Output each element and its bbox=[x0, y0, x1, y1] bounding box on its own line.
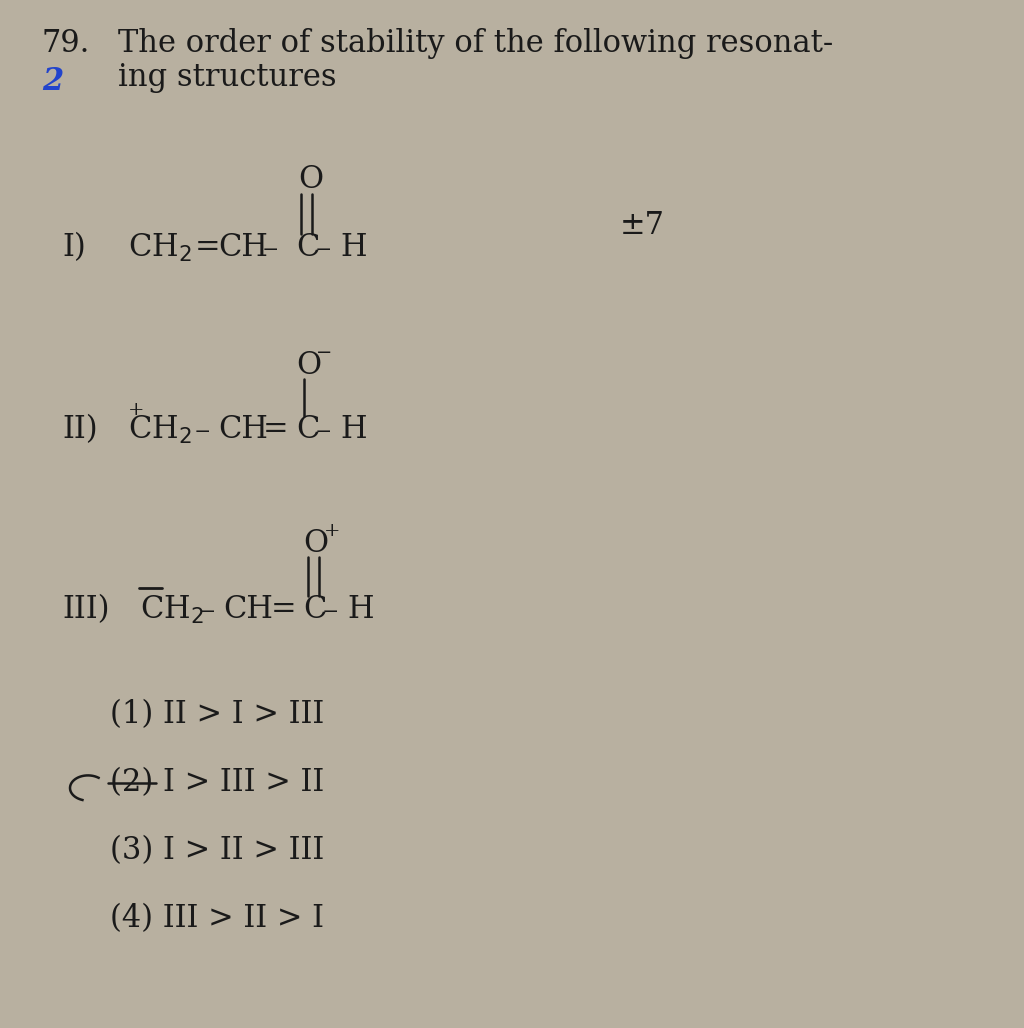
Text: CH$_2$: CH$_2$ bbox=[128, 414, 191, 446]
Text: +: + bbox=[128, 401, 144, 419]
Text: H: H bbox=[340, 414, 367, 445]
Text: CH: CH bbox=[223, 594, 272, 625]
Text: The order of stability of the following resonat-: The order of stability of the following … bbox=[118, 28, 834, 59]
Text: CH$_2$: CH$_2$ bbox=[140, 594, 204, 626]
Text: (1) II > I > III: (1) II > I > III bbox=[110, 699, 325, 731]
Text: I): I) bbox=[62, 232, 86, 263]
Text: C: C bbox=[296, 414, 319, 445]
Text: =: = bbox=[195, 232, 220, 263]
Text: III): III) bbox=[62, 594, 110, 625]
Text: =: = bbox=[263, 414, 289, 445]
Text: (3) I > II > III: (3) I > II > III bbox=[110, 836, 325, 867]
Text: II): II) bbox=[62, 414, 97, 445]
Text: –: – bbox=[316, 414, 332, 445]
Text: (2) I > III > II: (2) I > III > II bbox=[110, 768, 325, 799]
Text: 2: 2 bbox=[42, 66, 63, 97]
Text: C: C bbox=[296, 232, 319, 263]
Text: ing structures: ing structures bbox=[118, 62, 337, 93]
Text: –: – bbox=[316, 232, 332, 263]
Text: O: O bbox=[303, 527, 328, 558]
Text: H: H bbox=[347, 594, 374, 625]
Text: 79.: 79. bbox=[42, 28, 90, 59]
Text: CH$_2$: CH$_2$ bbox=[128, 232, 191, 264]
Text: −: − bbox=[316, 344, 333, 362]
Text: +: + bbox=[324, 522, 341, 540]
Text: –: – bbox=[195, 414, 210, 445]
Text: CH: CH bbox=[218, 414, 268, 445]
Text: C: C bbox=[303, 594, 327, 625]
Text: H: H bbox=[340, 232, 367, 263]
Text: CH: CH bbox=[218, 232, 268, 263]
Text: –: – bbox=[323, 594, 338, 625]
Text: –: – bbox=[263, 232, 279, 263]
Text: =: = bbox=[271, 594, 297, 625]
Text: (4) III > II > I: (4) III > II > I bbox=[110, 904, 324, 934]
Text: O: O bbox=[298, 164, 324, 195]
Text: –: – bbox=[200, 594, 215, 625]
Text: O: O bbox=[296, 350, 322, 380]
Text: ±7: ±7 bbox=[620, 210, 665, 241]
